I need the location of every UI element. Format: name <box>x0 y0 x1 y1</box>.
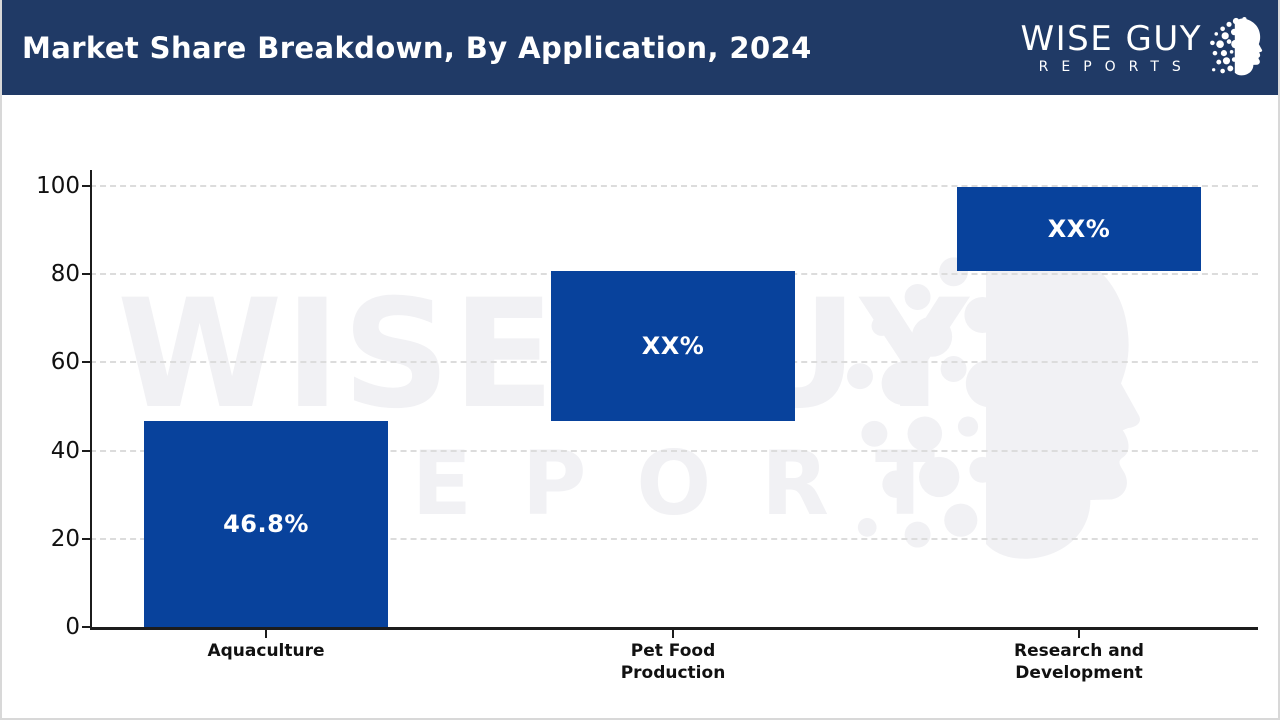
bar-label-aquaculture: 46.8% <box>223 509 309 538</box>
y-tick-label-100: 100 <box>36 173 80 199</box>
y-tick-mark-60 <box>82 361 90 364</box>
y-tick-mark-100 <box>82 185 90 187</box>
bar-pet-food-production: XX% <box>551 270 795 421</box>
logo-subtext: REPORTS <box>1038 58 1194 75</box>
chart-area: WISE GUY REPORTS 46.8% XX% XX% 0 20 40 60 80 10… <box>2 95 1278 718</box>
bar-label-research-and-development: XX% <box>1047 214 1111 243</box>
y-tick-mark-0 <box>82 626 90 628</box>
bar-label-pet-food-production: XX% <box>641 331 705 360</box>
y-axis-line <box>90 170 92 629</box>
x-category-label-2: Research and Development <box>1014 641 1144 683</box>
bar-aquaculture: 46.8% <box>144 420 388 627</box>
y-tick-label-80: 80 <box>50 261 80 288</box>
logo-text: WISE GUY REPORTS <box>1020 22 1202 74</box>
y-tick-label-20: 20 <box>50 525 80 552</box>
gridline-100 <box>90 185 1258 187</box>
wiseguy-face-icon <box>1210 16 1263 75</box>
chart-title: Market Share Breakdown, By Application, … <box>22 30 812 65</box>
y-tick-label-0: 0 <box>65 614 80 640</box>
x-axis-line <box>90 627 1258 630</box>
gridline-40 <box>90 449 1258 452</box>
logo-wordmark: WISE GUY <box>1020 18 1202 59</box>
x-category-label-0: Aquaculture <box>207 641 325 661</box>
y-tick-label-40: 40 <box>50 437 80 464</box>
x-tick-mark-2 <box>1078 630 1080 638</box>
x-tick-mark-0 <box>265 630 267 638</box>
wiseguy-logo: WISE GUY REPORTS <box>1020 0 1270 95</box>
y-tick-mark-80 <box>82 273 90 276</box>
x-category-label-1: Pet Food Production <box>620 641 726 683</box>
x-tick-mark-1 <box>672 630 674 638</box>
y-tick-mark-40 <box>82 449 90 452</box>
y-tick-mark-20 <box>82 537 90 540</box>
y-tick-label-60: 60 <box>50 349 80 376</box>
bar-research-and-development: XX% <box>957 186 1201 271</box>
watermark-wordmark: WISE GUY <box>117 268 971 442</box>
gridline-20 <box>90 537 1258 540</box>
header-banner: Market Share Breakdown, By Application, … <box>2 0 1278 95</box>
